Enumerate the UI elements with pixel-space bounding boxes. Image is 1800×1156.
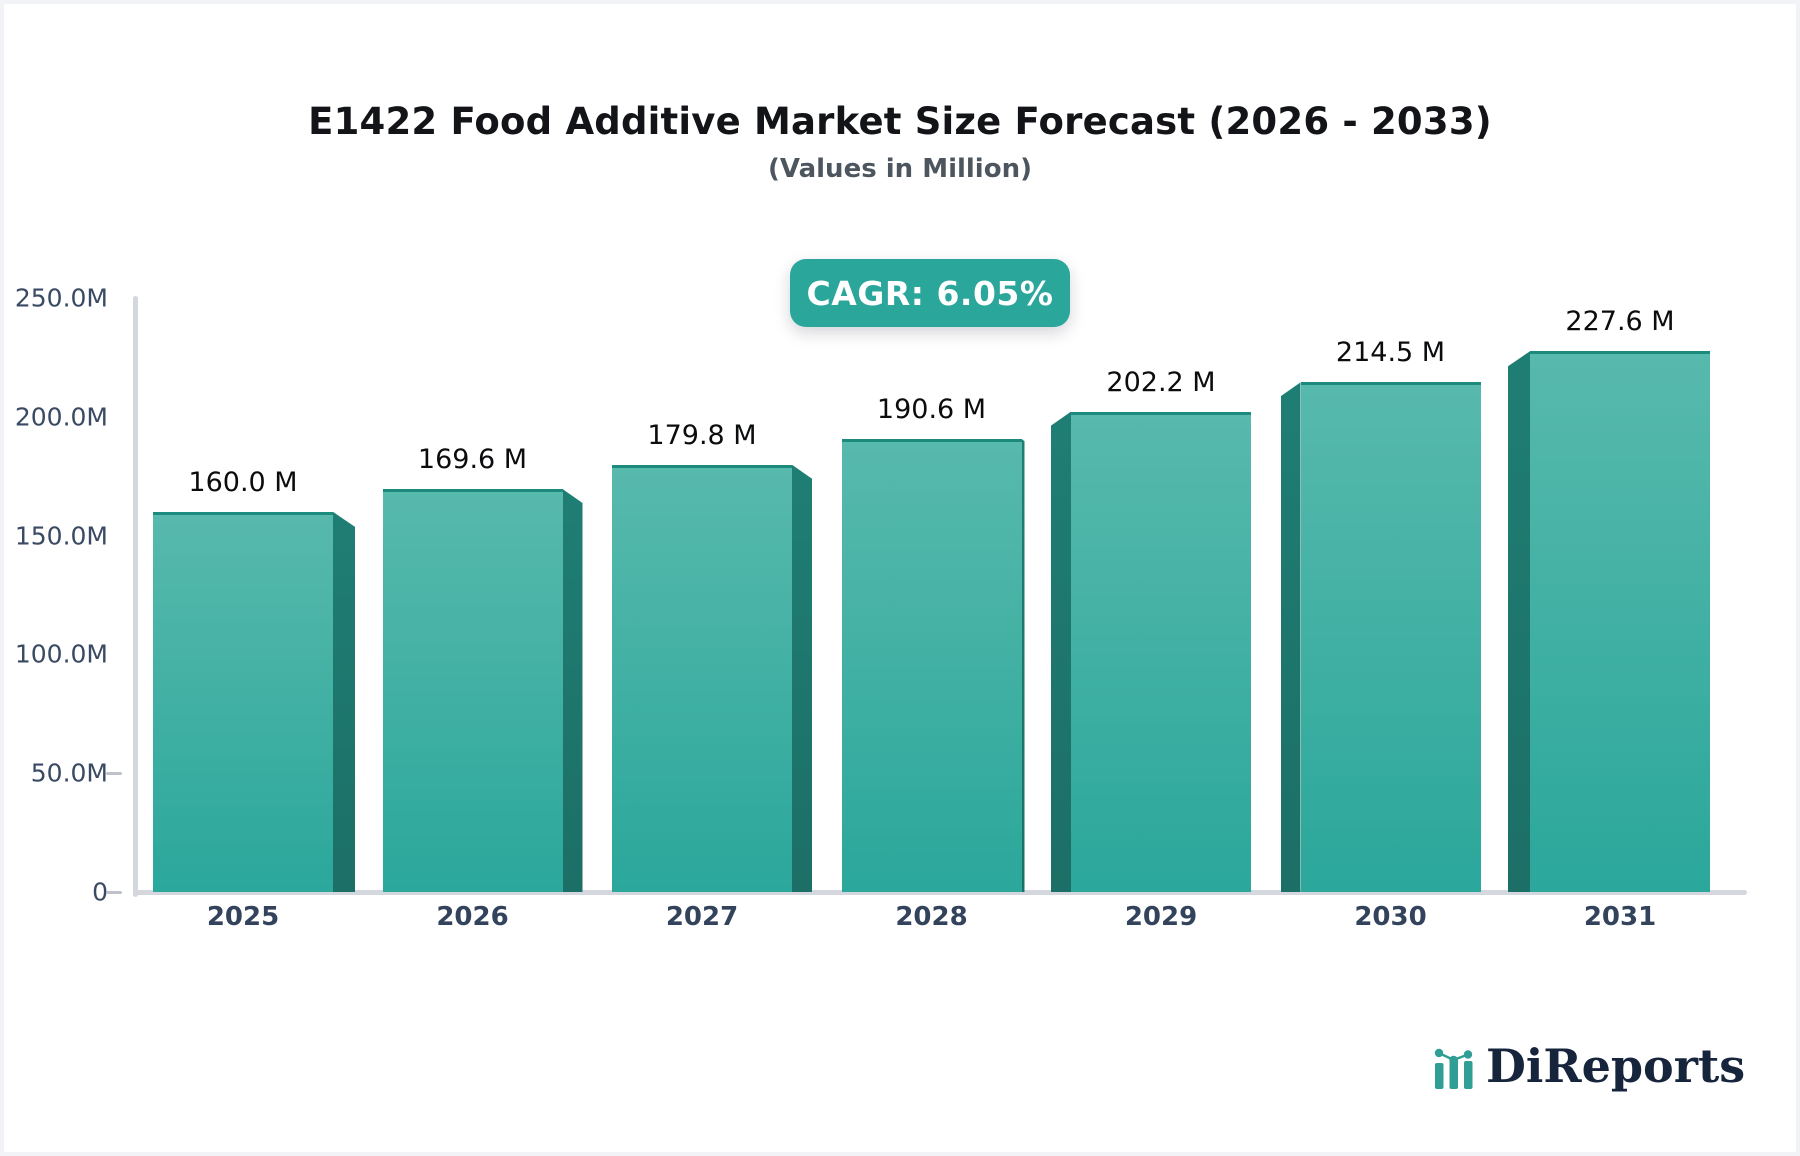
bar-side-face — [1021, 439, 1025, 892]
bar-2031 — [1530, 351, 1710, 892]
bar-value-label: 190.6 M — [876, 394, 987, 426]
bar-2030 — [1300, 382, 1481, 892]
x-axis-label-2029: 2029 — [1124, 902, 1198, 932]
y-axis-label: 250.0M — [14, 283, 108, 313]
bar-value-label: 202.2 M — [1106, 366, 1216, 398]
bar-value-label: 214.5 M — [1335, 337, 1446, 369]
bar-2028 — [841, 439, 1022, 892]
bar-2026 — [382, 489, 563, 892]
bar-side-face — [1051, 411, 1071, 892]
y-axis-tick — [106, 771, 122, 775]
cagr-badge-label: CAGR: 6.05% — [806, 273, 1054, 313]
bar-side-face — [1508, 351, 1530, 892]
y-axis-label: 150.0M — [14, 521, 108, 551]
y-axis-label: 0 — [92, 877, 108, 907]
bar-value-label: 227.6 M — [1565, 306, 1675, 338]
x-axis-label-2030: 2030 — [1354, 902, 1427, 932]
bar-side-face — [562, 489, 583, 892]
x-axis-line — [133, 890, 1747, 895]
bar-2025 — [153, 511, 333, 892]
bar-2029 — [1071, 411, 1251, 892]
x-axis-label-2027: 2027 — [665, 902, 739, 932]
logo-text: DiReports — [1486, 1039, 1746, 1093]
y-axis-label: 100.0M — [14, 639, 108, 669]
y-axis-label: 200.0M — [14, 402, 108, 432]
y-axis-tick — [106, 890, 122, 894]
direports-logo: DiReports — [1432, 1040, 1745, 1092]
bar-side-face — [333, 511, 355, 892]
y-axis-line — [133, 296, 138, 897]
x-axis-label-2025: 2025 — [206, 902, 280, 932]
bar-value-label: 169.6 M — [417, 444, 528, 476]
bar-value-label: 179.8 M — [647, 419, 757, 451]
bar-2027 — [612, 464, 792, 892]
y-axis-label: 50.0M — [30, 758, 108, 788]
chart-subtitle: (Values in Million) — [768, 154, 1032, 184]
x-axis-label-2026: 2026 — [436, 902, 509, 932]
bar-side-face — [1280, 382, 1301, 892]
bar-value-label: 160.0 M — [188, 466, 298, 498]
cagr-badge: CAGR: 6.05% — [790, 259, 1070, 327]
mini-bar-chart-icon — [1434, 1048, 1473, 1089]
x-axis-label-2031: 2031 — [1583, 902, 1657, 932]
x-axis-label-2028: 2028 — [895, 902, 968, 932]
bar-side-face — [792, 464, 812, 892]
chart-title: E1422 Food Additive Market Size Forecast… — [308, 100, 1492, 143]
